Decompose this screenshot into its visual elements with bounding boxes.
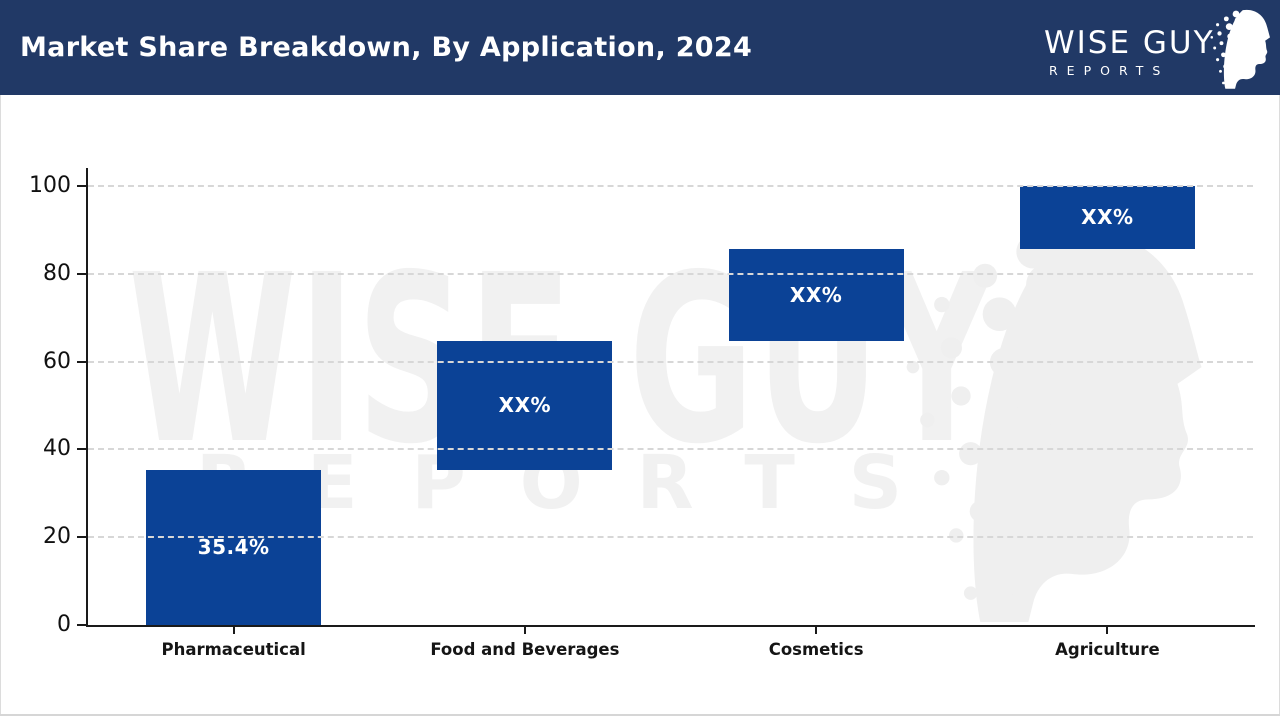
gridline xyxy=(88,448,1253,451)
y-tick xyxy=(77,360,86,363)
x-tick xyxy=(232,627,235,634)
header-bar: Market Share Breakdown, By Application, … xyxy=(0,0,1280,95)
bar-value-label: XX% xyxy=(1081,205,1134,230)
brand-logo: WISE GUY REPORTS xyxy=(1018,4,1272,92)
gridline xyxy=(88,185,1253,187)
gridline xyxy=(88,360,1253,363)
x-tick-label: Food and Beverages xyxy=(430,640,620,659)
y-tick-label: 100 xyxy=(29,173,71,198)
bar-value-label: XX% xyxy=(789,282,843,307)
x-tick xyxy=(523,627,526,634)
y-tick xyxy=(77,448,86,451)
y-tick xyxy=(77,185,86,187)
x-tick-label: Agriculture xyxy=(1055,640,1160,659)
x-tick-label: Pharmaceutical xyxy=(161,640,306,659)
page-border-left xyxy=(0,95,1,716)
gridline xyxy=(88,272,1253,275)
chart-title: Market Share Breakdown, By Application, … xyxy=(20,32,753,63)
y-tick xyxy=(77,272,86,275)
y-tick-label: 60 xyxy=(43,348,71,374)
bar-value-label: 35.4% xyxy=(197,535,270,560)
y-tick-label: 0 xyxy=(57,612,71,637)
y-axis-line xyxy=(86,168,88,627)
x-tick xyxy=(1106,627,1109,634)
bar-value-label: XX% xyxy=(498,393,552,418)
y-tick xyxy=(77,536,86,539)
y-tick-label: 20 xyxy=(43,524,71,550)
y-tick xyxy=(77,624,86,626)
x-axis-line xyxy=(86,625,1255,627)
bar: 35.4% xyxy=(146,469,322,625)
x-tick-label: Cosmetics xyxy=(768,640,864,659)
y-tick-label: 80 xyxy=(43,260,71,286)
brand-name: WISE GUY xyxy=(1044,25,1215,61)
brand-subtitle: REPORTS xyxy=(1049,63,1170,78)
gridline xyxy=(88,536,1253,539)
y-tick-label: 40 xyxy=(43,436,71,462)
brand-face-icon xyxy=(1210,9,1270,89)
x-tick xyxy=(815,627,818,634)
page-border-bottom xyxy=(0,714,1280,716)
bar: XX% xyxy=(1019,186,1195,249)
bar: XX% xyxy=(728,248,904,341)
brand-logo-text: WISE GUY REPORTS xyxy=(1044,25,1215,79)
